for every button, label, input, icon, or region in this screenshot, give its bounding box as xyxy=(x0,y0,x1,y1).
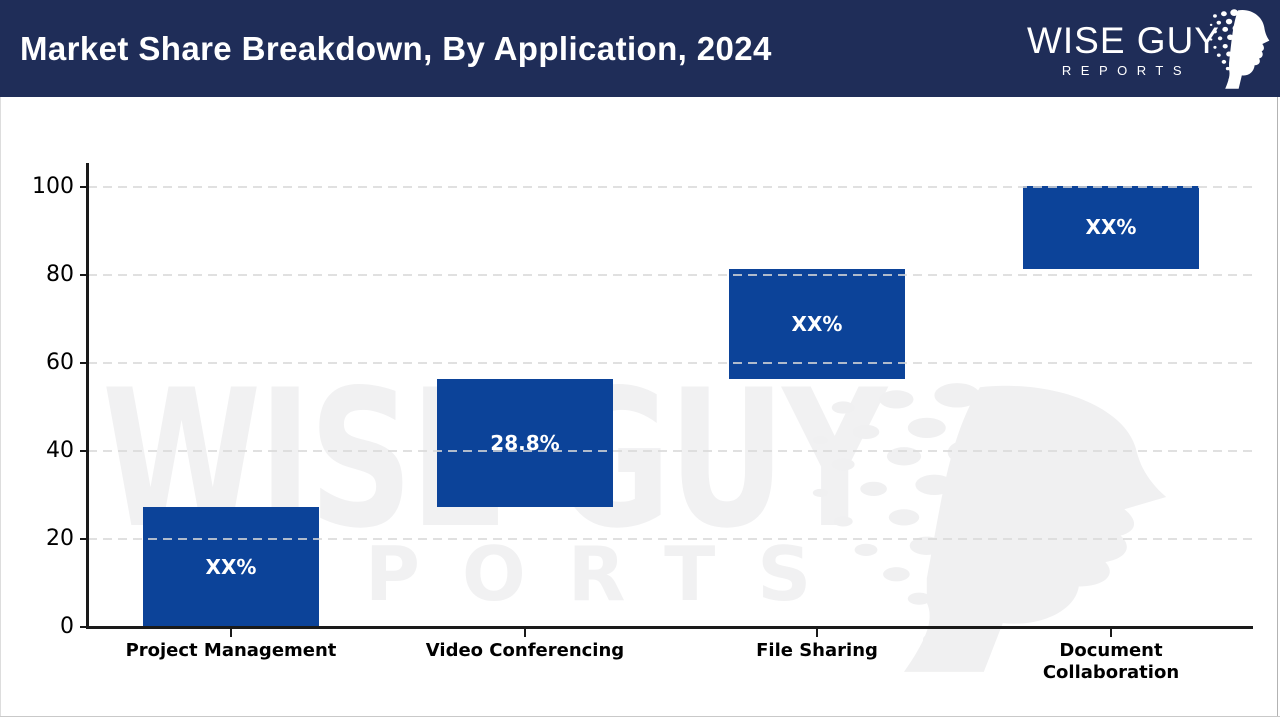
logo-head-icon xyxy=(1206,7,1270,91)
content-border-bottom xyxy=(0,716,1280,717)
watermark-head-icon xyxy=(790,375,1170,680)
y-axis-line xyxy=(86,163,89,629)
gridline-y20 xyxy=(88,538,1253,540)
bar-segment xyxy=(729,268,905,379)
logo-wordmark: WISE GUY xyxy=(1026,19,1220,61)
gridline-y40 xyxy=(88,450,1253,452)
y-tick-mark xyxy=(80,362,88,364)
y-tick-mark xyxy=(80,626,88,628)
gridline-y100 xyxy=(88,186,1253,188)
x-tick-mark xyxy=(1110,629,1112,637)
x-category-label: Video Conferencing xyxy=(425,640,625,661)
x-category-label: File Sharing xyxy=(756,640,878,661)
y-tick-label: 20 xyxy=(46,526,74,551)
y-tick-label: 80 xyxy=(46,262,74,287)
bar-segment xyxy=(1023,185,1199,269)
logo-text: WISE GUY REPORTS xyxy=(1026,19,1220,78)
y-tick-mark xyxy=(80,186,88,188)
bar-value-label: 28.8% xyxy=(490,431,560,456)
gridline-y80 xyxy=(88,274,1253,276)
x-category-label: Project Management xyxy=(125,640,337,661)
x-tick-mark xyxy=(524,629,526,637)
plot-area: XX% 28.8% XX% XX% 0 20 40 60 80 100 Project Manage… xyxy=(0,97,1280,720)
x-tick-mark xyxy=(230,629,232,637)
y-tick-label: 40 xyxy=(46,438,74,463)
content-border-left xyxy=(0,97,1,717)
y-tick-mark xyxy=(80,538,88,540)
x-tick-mark xyxy=(816,629,818,637)
page-title: Market Share Breakdown, By Application, … xyxy=(20,29,772,67)
bar-value-label: XX% xyxy=(791,311,843,336)
wise-guy-reports-logo: WISE GUY REPORTS xyxy=(1027,5,1270,93)
logo-subtext: REPORTS xyxy=(1061,62,1192,78)
y-tick-label: 100 xyxy=(32,174,74,199)
bar-value-label: XX% xyxy=(205,555,257,580)
header-bar: Market Share Breakdown, By Application, … xyxy=(0,0,1280,97)
y-tick-mark xyxy=(80,274,88,276)
bar-segment xyxy=(143,507,319,627)
content-border-right xyxy=(1277,97,1278,717)
x-category-label: Document Collaboration xyxy=(1042,640,1180,683)
y-tick-label: 60 xyxy=(46,350,74,375)
x-axis-line xyxy=(86,626,1253,629)
bar-segment xyxy=(437,378,613,508)
y-tick-mark xyxy=(80,450,88,452)
gridline-y60 xyxy=(88,362,1253,364)
bar-value-label: XX% xyxy=(1085,215,1137,240)
y-tick-label: 0 xyxy=(60,614,74,639)
